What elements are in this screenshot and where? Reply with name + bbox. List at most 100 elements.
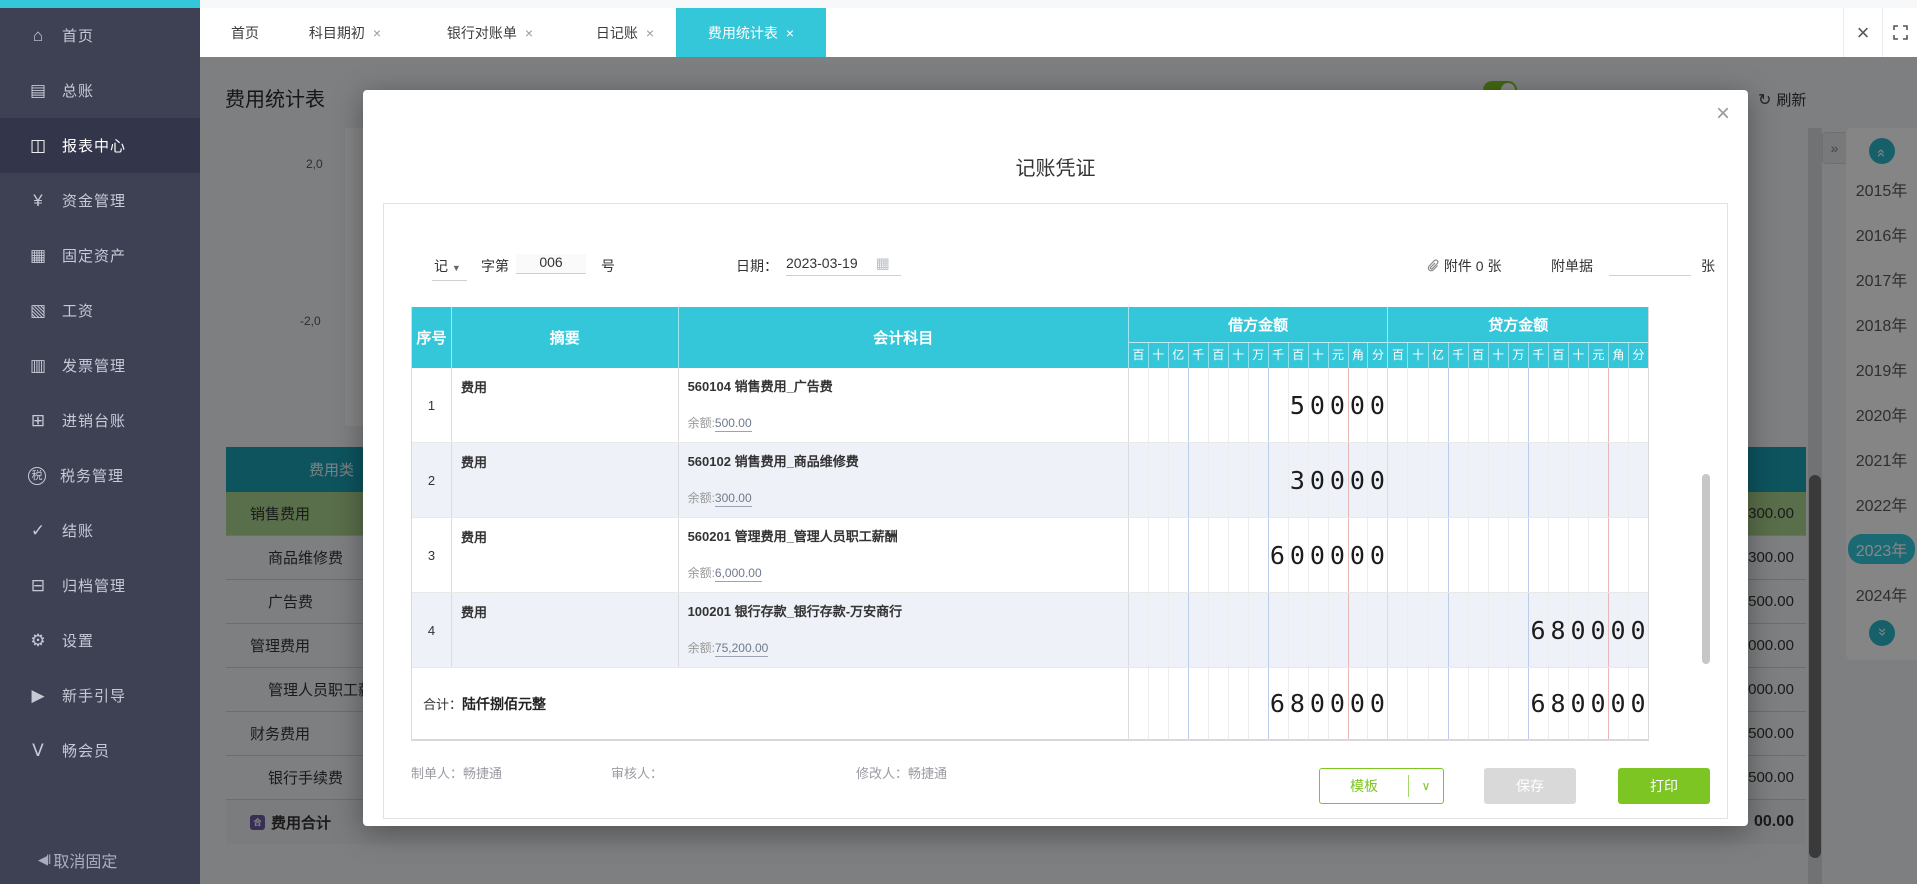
row-subject: 100201 银行存款_银行存款-万安商行 余额:75,200.00 — [679, 593, 1129, 667]
sidebar-item-工资[interactable]: ▧ 工资 — [0, 283, 200, 338]
sidebar-item-进销台账[interactable]: ⊞ 进销台账 — [0, 393, 200, 448]
voucher-row-3[interactable]: 3 费用 560201 管理费用_管理人员职工薪酬 余额:6,000.00 6 0 0 0 0 0 — [412, 518, 1648, 593]
guide-play-icon: ▶ — [31, 685, 45, 705]
template-button[interactable]: 模板 ∨ — [1319, 768, 1444, 804]
sidebar-item-label: 结账 — [62, 523, 95, 540]
tab-费用统计表[interactable]: 费用统计表 × — [676, 8, 826, 57]
building-icon: ▦ — [29, 245, 47, 265]
year-label: 2018年 — [1855, 317, 1908, 335]
tab-科目期初[interactable]: 科目期初 × — [290, 8, 400, 57]
member-v-icon: Ⅴ — [32, 740, 44, 760]
gear-icon: ⚙ — [30, 630, 46, 650]
sidebar-item-首页[interactable]: ⌂ 首页 — [0, 8, 200, 63]
sidebar-item-label: 畅会员 — [62, 743, 111, 760]
sidebar-item-资金管理[interactable]: ¥ 资金管理 — [0, 173, 200, 228]
voucher-table-scrollbar-thumb[interactable] — [1702, 474, 1710, 664]
sidebar-item-报表中心[interactable]: ◫ 报表中心 — [0, 118, 200, 173]
template-dropdown-icon[interactable]: ∨ — [1421, 779, 1431, 793]
expense-row-value: 000.00 — [1748, 637, 1794, 654]
tab-close-icon[interactable]: × — [785, 24, 795, 41]
tab-close-icon[interactable]: × — [645, 24, 655, 41]
year-item-2016年: 2016年 — [1846, 211, 1917, 256]
page-title: 费用统计表 — [225, 89, 325, 111]
save-button[interactable]: 保存 — [1484, 768, 1576, 804]
voucher-type-select[interactable]: 记 ▼ — [432, 256, 467, 281]
sidebar-item-畅会员[interactable]: Ⅴ 畅会员 — [0, 723, 200, 778]
year-item-2015年: 2015年 — [1846, 166, 1917, 211]
row-number: 1 — [412, 368, 452, 442]
expense-row-value: 500.00 — [1748, 769, 1794, 786]
sidebar-item-label: 发票管理 — [62, 358, 127, 375]
subject-text: 560201 管理费用_管理人员职工薪酬 — [687, 529, 898, 544]
calendar-icon[interactable]: ▦ — [875, 255, 890, 272]
fullscreen-icon — [1892, 25, 1908, 40]
date-input[interactable]: 2023-03-19 ▦ — [786, 254, 901, 276]
voucher-row-1[interactable]: 1 费用 560104 销售费用_广告费 余额:500.00 5 0 0 0 0 — [412, 368, 1648, 443]
expense-row-label: 商品维修费 — [268, 550, 344, 567]
modifier-label: 修改人：畅捷通 — [856, 766, 948, 781]
attached-doc-input[interactable] — [1609, 254, 1691, 276]
sidebar-item-label: 资金管理 — [62, 193, 127, 210]
year-item-2020年: 2020年 — [1846, 391, 1917, 436]
years-scroll-up-icon: « — [1868, 138, 1895, 164]
unpin-label: 取消固定 — [53, 854, 118, 871]
col-header-summary: 摘要 — [452, 307, 679, 368]
years-scroll-down-icon: « — [1868, 620, 1895, 646]
attachment-field[interactable]: 附件 0 张 — [1427, 256, 1501, 276]
sidebar-item-label: 设置 — [62, 633, 95, 650]
voucher-number-input[interactable]: 006 — [516, 254, 586, 274]
refresh-button: ↻ 刷新 — [1758, 91, 1807, 110]
subject-text: 560102 销售费用_商品维修费 — [687, 454, 859, 469]
subject-text: 100201 银行存款_银行存款-万安商行 — [687, 604, 903, 619]
tab-bar: 首页 科目期初 × 银行对账单 × 日记账 × 费用统计表 × × — [200, 8, 1917, 57]
subject-balance: 余额:6,000.00 — [687, 566, 762, 582]
voucher-row-2[interactable]: 2 费用 560102 销售费用_商品维修费 余额:300.00 3 0 0 0 0 — [412, 443, 1648, 518]
date-label: 日期： — [736, 258, 778, 274]
tab-首页[interactable]: 首页 — [200, 8, 290, 57]
home-icon: ⌂ — [32, 25, 44, 45]
debit-digit-units: 百十亿千百十万千百十元角分 — [1129, 343, 1388, 368]
tab-close-icon[interactable]: × — [524, 24, 534, 41]
sidebar-item-发票管理[interactable]: ▥ 发票管理 — [0, 338, 200, 393]
sidebar-item-label: 首页 — [62, 28, 95, 45]
tab-银行对账单[interactable]: 银行对账单 × — [425, 8, 555, 57]
modal-close-icon[interactable]: × — [1715, 100, 1730, 127]
row-subject: 560104 销售费用_广告费 余额:500.00 — [679, 368, 1129, 442]
tab-label: 科目期初 — [308, 24, 365, 41]
sidebar-item-label: 总账 — [62, 83, 95, 100]
year-label: 2023年 — [1847, 533, 1916, 564]
page-scrollbar — [1808, 128, 1822, 884]
window-fullscreen-button[interactable] — [1882, 8, 1917, 57]
chart-axis-label-bottom: -2,0 — [300, 314, 321, 328]
sidebar-item-税务管理[interactable]: 税税务管理 — [0, 448, 200, 503]
year-item-2018年: 2018年 — [1846, 301, 1917, 346]
expense-row-label: 广告费 — [268, 594, 314, 611]
attached-doc-unit: 张 — [1701, 258, 1715, 274]
sidebar-item-总账[interactable]: ▤ 总账 — [0, 63, 200, 118]
window-close-button[interactable]: × — [1843, 8, 1882, 57]
voucher-modal: × 记账凭证 记 ▼ 字第 006 号 日期： 2023-03-19 ▦ — [363, 90, 1748, 826]
print-button[interactable]: 打印 — [1618, 768, 1710, 804]
sidebar-item-新手引导[interactable]: ▶ 新手引导 — [0, 668, 200, 723]
sidebar-item-label: 固定资产 — [62, 248, 127, 265]
voucher-row-4[interactable]: 4 费用 100201 银行存款_银行存款-万安商行 余额:75,200.00 6 8 0 0… — [412, 593, 1648, 668]
tab-label: 首页 — [231, 24, 259, 41]
sidebar-item-结账[interactable]: ✓ 结账 — [0, 503, 200, 558]
row-number: 4 — [412, 593, 452, 667]
row-subject: 560102 销售费用_商品维修费 余额:300.00 — [679, 443, 1129, 517]
sidebar-item-label: 税务管理 — [60, 468, 125, 485]
tab-close-icon[interactable]: × — [372, 24, 382, 41]
row-credit-amount — [1388, 368, 1648, 442]
unpin-sidebar-button[interactable]: ◀‖ 取消固定 — [38, 848, 117, 872]
row-summary: 费用 — [452, 443, 679, 517]
sidebar-item-固定资产[interactable]: ▦ 固定资产 — [0, 228, 200, 283]
tab-日记账[interactable]: 日记账 × — [575, 8, 675, 57]
sidebar-item-归档管理[interactable]: ⊟ 归档管理 — [0, 558, 200, 613]
sidebar-item-设置[interactable]: ⚙ 设置 — [0, 613, 200, 668]
voucher-footer: 制单人：畅捷通 审核人： 修改人：畅捷通 — [411, 763, 947, 782]
